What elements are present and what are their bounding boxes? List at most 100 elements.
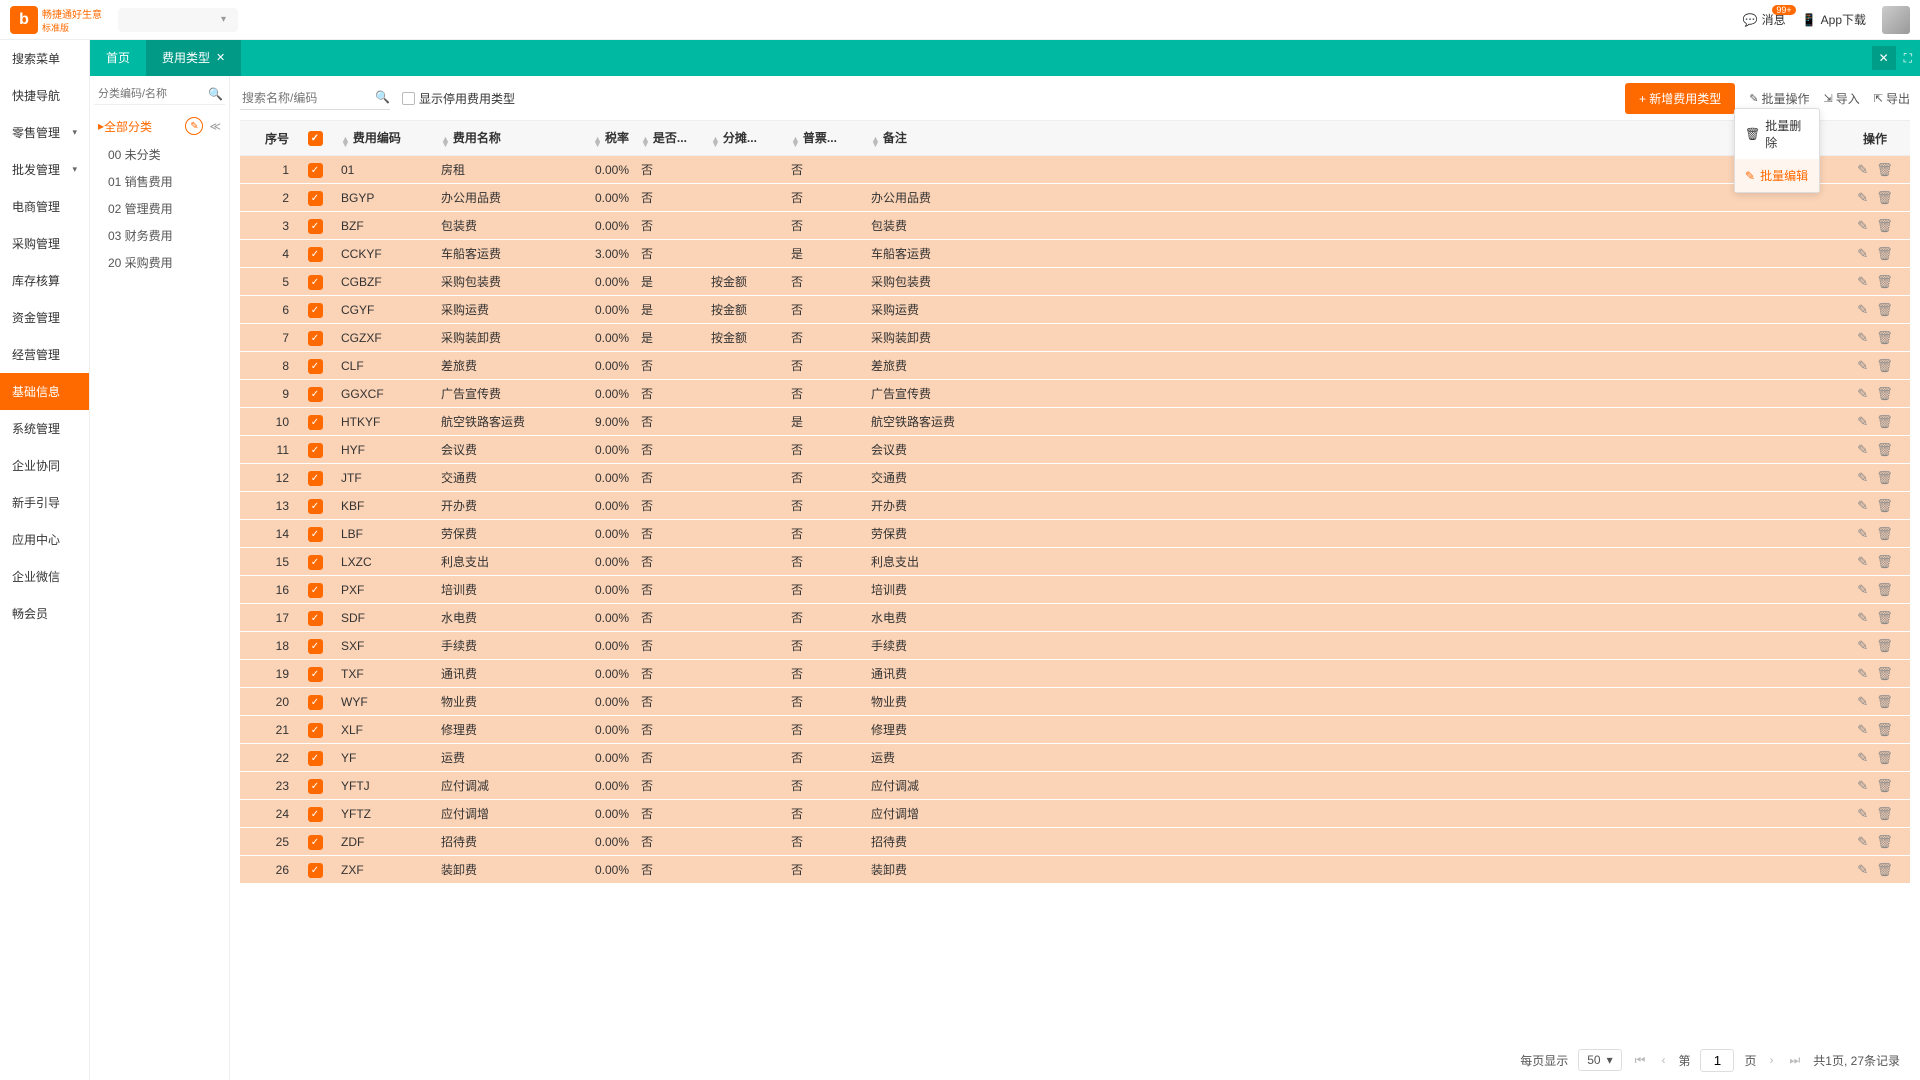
- show-disabled-checkbox[interactable]: 显示停用费用类型: [402, 90, 515, 107]
- close-tab-button[interactable]: ✕: [1872, 46, 1896, 70]
- table-row[interactable]: 9✓GGXCF广告宣传费0.00%否否广告宣传费✎🗑: [240, 380, 1910, 408]
- tree-root-label[interactable]: 全部分类: [104, 118, 152, 135]
- delete-row-icon[interactable]: 🗑: [1876, 806, 1893, 821]
- table-row[interactable]: 21✓XLF修理费0.00%否否修理费✎🗑: [240, 716, 1910, 744]
- tree-item[interactable]: 02 管理费用: [104, 195, 225, 222]
- add-fee-type-button[interactable]: + 新增费用类型: [1625, 83, 1735, 114]
- row-checkbox[interactable]: ✓: [295, 632, 335, 660]
- row-checkbox[interactable]: ✓: [295, 240, 335, 268]
- table-row[interactable]: 2✓BGYP办公用品费0.00%否否办公用品费✎🗑: [240, 184, 1910, 212]
- messages-button[interactable]: 💬 消息 99+: [1743, 11, 1786, 28]
- table-row[interactable]: 17✓SDF水电费0.00%否否水电费✎🗑: [240, 604, 1910, 632]
- row-checkbox[interactable]: ✓: [295, 184, 335, 212]
- edit-row-icon[interactable]: ✎: [1857, 806, 1868, 821]
- sort-icon[interactable]: ▲▼: [441, 137, 450, 147]
- fullscreen-icon[interactable]: ⛶: [1904, 51, 1912, 66]
- edit-row-icon[interactable]: ✎: [1857, 470, 1868, 485]
- row-checkbox[interactable]: ✓: [295, 464, 335, 492]
- delete-row-icon[interactable]: 🗑: [1876, 778, 1893, 793]
- row-checkbox[interactable]: ✓: [295, 716, 335, 744]
- sort-icon[interactable]: ▲▼: [791, 137, 800, 147]
- row-checkbox[interactable]: ✓: [295, 688, 335, 716]
- nav-item[interactable]: 批发管理▾: [0, 151, 89, 188]
- edit-row-icon[interactable]: ✎: [1857, 162, 1868, 177]
- row-checkbox[interactable]: ✓: [295, 576, 335, 604]
- tree-item[interactable]: 00 未分类: [104, 141, 225, 168]
- search-icon[interactable]: 🔍: [375, 90, 390, 104]
- sort-icon[interactable]: ▲▼: [871, 137, 880, 147]
- tree-item[interactable]: 01 销售费用: [104, 168, 225, 195]
- delete-row-icon[interactable]: 🗑: [1876, 274, 1893, 289]
- nav-item[interactable]: 资金管理: [0, 299, 89, 336]
- col-isx[interactable]: ▲▼是否...: [635, 121, 705, 156]
- nav-item[interactable]: 库存核算: [0, 262, 89, 299]
- edit-row-icon[interactable]: ✎: [1857, 722, 1868, 737]
- edit-row-icon[interactable]: ✎: [1857, 610, 1868, 625]
- row-checkbox[interactable]: ✓: [295, 856, 335, 884]
- avatar[interactable]: [1882, 6, 1910, 34]
- collapse-panel-icon[interactable]: ≪: [209, 120, 221, 133]
- col-select-all[interactable]: ✓: [295, 121, 335, 156]
- table-row[interactable]: 10✓HTKYF航空铁路客运费9.00%否是航空铁路客运费✎🗑: [240, 408, 1910, 436]
- row-checkbox[interactable]: ✓: [295, 156, 335, 184]
- delete-row-icon[interactable]: 🗑: [1876, 414, 1893, 429]
- row-checkbox[interactable]: ✓: [295, 268, 335, 296]
- delete-row-icon[interactable]: 🗑: [1876, 582, 1893, 597]
- sort-icon[interactable]: ▲▼: [711, 137, 720, 147]
- row-checkbox[interactable]: ✓: [295, 548, 335, 576]
- delete-row-icon[interactable]: 🗑: [1876, 358, 1893, 373]
- delete-row-icon[interactable]: 🗑: [1876, 470, 1893, 485]
- table-row[interactable]: 26✓ZXF装卸费0.00%否否装卸费✎🗑: [240, 856, 1910, 884]
- row-checkbox[interactable]: ✓: [295, 436, 335, 464]
- row-checkbox[interactable]: ✓: [295, 660, 335, 688]
- table-row[interactable]: 5✓CGBZF采购包装费0.00%是按金额否采购包装费✎🗑: [240, 268, 1910, 296]
- delete-row-icon[interactable]: 🗑: [1876, 498, 1893, 513]
- row-checkbox[interactable]: ✓: [295, 492, 335, 520]
- edit-row-icon[interactable]: ✎: [1857, 666, 1868, 681]
- table-row[interactable]: 18✓SXF手续费0.00%否否手续费✎🗑: [240, 632, 1910, 660]
- edit-row-icon[interactable]: ✎: [1857, 386, 1868, 401]
- delete-row-icon[interactable]: 🗑: [1876, 162, 1893, 177]
- table-row[interactable]: 3✓BZF包装费0.00%否否包装费✎🗑: [240, 212, 1910, 240]
- export-button[interactable]: ⇱ 导出: [1874, 90, 1910, 107]
- nav-item[interactable]: 基础信息: [0, 373, 89, 410]
- delete-row-icon[interactable]: 🗑: [1876, 750, 1893, 765]
- table-row[interactable]: 12✓JTF交通费0.00%否否交通费✎🗑: [240, 464, 1910, 492]
- row-checkbox[interactable]: ✓: [295, 744, 335, 772]
- col-code[interactable]: ▲▼费用编码: [335, 121, 435, 156]
- delete-row-icon[interactable]: 🗑: [1876, 610, 1893, 625]
- next-page-button[interactable]: ›: [1766, 1053, 1776, 1067]
- batch-ops-button[interactable]: ✎ 批量操作: [1749, 90, 1809, 107]
- delete-row-icon[interactable]: 🗑: [1876, 218, 1893, 233]
- delete-row-icon[interactable]: 🗑: [1876, 722, 1893, 737]
- table-row[interactable]: 7✓CGZXF采购装卸费0.00%是按金额否采购装卸费✎🗑: [240, 324, 1910, 352]
- tree-edit-icon[interactable]: ✎: [185, 117, 203, 135]
- edit-row-icon[interactable]: ✎: [1857, 414, 1868, 429]
- edit-row-icon[interactable]: ✎: [1857, 358, 1868, 373]
- nav-item[interactable]: 零售管理▾: [0, 114, 89, 151]
- edit-row-icon[interactable]: ✎: [1857, 442, 1868, 457]
- nav-item[interactable]: 企业协同: [0, 447, 89, 484]
- edit-row-icon[interactable]: ✎: [1857, 834, 1868, 849]
- app-download-button[interactable]: 📱 App下载: [1802, 11, 1866, 28]
- nav-item[interactable]: 企业微信: [0, 558, 89, 595]
- row-checkbox[interactable]: ✓: [295, 296, 335, 324]
- import-button[interactable]: ⇲ 导入: [1824, 90, 1860, 107]
- edit-row-icon[interactable]: ✎: [1857, 638, 1868, 653]
- nav-item[interactable]: 快捷导航: [0, 77, 89, 114]
- row-checkbox[interactable]: ✓: [295, 828, 335, 856]
- edit-row-icon[interactable]: ✎: [1857, 778, 1868, 793]
- prev-page-button[interactable]: ‹: [1658, 1053, 1668, 1067]
- table-row[interactable]: 23✓YFTJ应付调减0.00%否否应付调减✎🗑: [240, 772, 1910, 800]
- delete-row-icon[interactable]: 🗑: [1876, 246, 1893, 261]
- first-page-button[interactable]: ⏮: [1632, 1053, 1649, 1068]
- row-checkbox[interactable]: ✓: [295, 212, 335, 240]
- table-row[interactable]: 4✓CCKYF车船客运费3.00%否是车船客运费✎🗑: [240, 240, 1910, 268]
- col-note[interactable]: ▲▼备注: [865, 121, 1840, 156]
- table-row[interactable]: 8✓CLF差旅费0.00%否否差旅费✎🗑: [240, 352, 1910, 380]
- delete-row-icon[interactable]: 🗑: [1876, 302, 1893, 317]
- tab[interactable]: 费用类型✕: [146, 40, 241, 76]
- edit-row-icon[interactable]: ✎: [1857, 582, 1868, 597]
- edit-row-icon[interactable]: ✎: [1857, 750, 1868, 765]
- table-row[interactable]: 19✓TXF通讯费0.00%否否通讯费✎🗑: [240, 660, 1910, 688]
